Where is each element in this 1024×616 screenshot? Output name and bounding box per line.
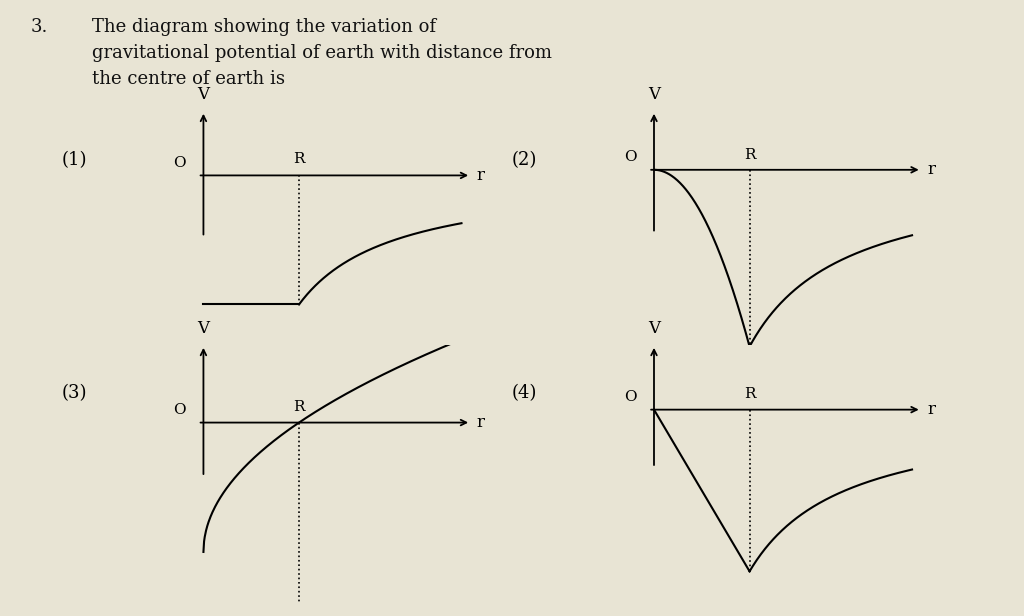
Text: R: R — [743, 148, 756, 161]
Text: (2): (2) — [512, 152, 538, 169]
Text: R: R — [293, 152, 305, 166]
Text: r: r — [477, 414, 484, 431]
Text: V: V — [648, 86, 660, 103]
Text: O: O — [174, 156, 186, 170]
Text: The diagram showing the variation of
gravitational potential of earth with dista: The diagram showing the variation of gra… — [92, 18, 552, 88]
Text: V: V — [198, 320, 210, 337]
Text: O: O — [174, 403, 186, 418]
Text: O: O — [625, 391, 637, 405]
Text: (4): (4) — [512, 384, 538, 402]
Text: r: r — [477, 167, 484, 184]
Text: O: O — [625, 150, 637, 164]
Text: R: R — [743, 387, 756, 401]
Text: r: r — [928, 401, 935, 418]
Text: (1): (1) — [61, 152, 87, 169]
Text: (3): (3) — [61, 384, 87, 402]
Text: V: V — [198, 86, 210, 103]
Text: R: R — [293, 400, 305, 413]
Text: r: r — [928, 161, 935, 178]
Text: V: V — [648, 320, 660, 337]
Text: 3.: 3. — [31, 18, 48, 36]
